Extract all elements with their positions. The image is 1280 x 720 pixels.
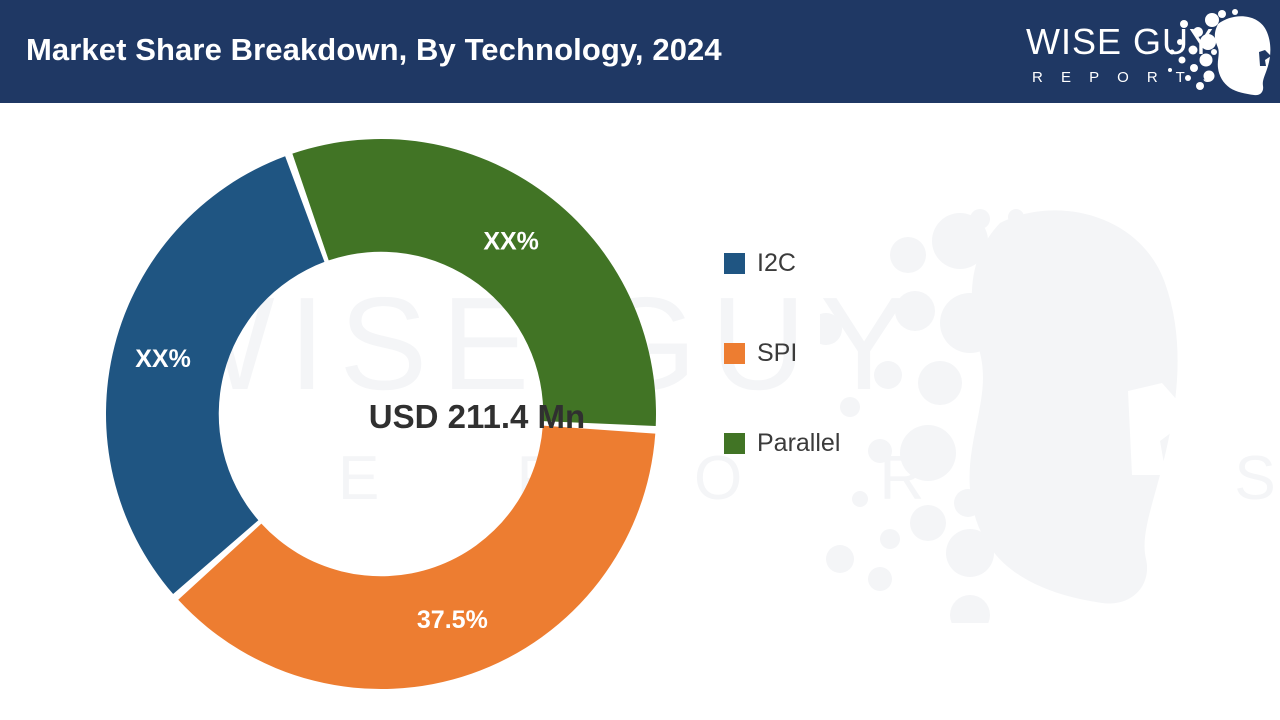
donut-slice-parallel[interactable] [292, 139, 656, 426]
donut-center-label: USD 211.4 Mn [368, 398, 586, 435]
donut-label-group: XX% 37.5% XX% [135, 227, 539, 634]
donut-data-label-spi: 37.5% [417, 606, 488, 634]
page-title: Market Share Breakdown, By Technology, 2… [26, 32, 722, 67]
svg-text:R E P O R T S: R E P O R T S [1032, 69, 1220, 86]
legend-item-spi[interactable]: SPI [724, 340, 944, 430]
legend-label-parallel: Parallel [757, 429, 841, 457]
donut-slice-group [106, 139, 656, 689]
page-header: Market Share Breakdown, By Technology, 2… [0, 0, 1280, 103]
legend-label-spi: SPI [757, 339, 798, 367]
donut-slice-spi[interactable] [178, 425, 656, 689]
chart-legend: I2C SPI Parallel [724, 250, 944, 520]
legend-label-i2c: I2C [757, 249, 796, 277]
donut-chart: XX% 37.5% XX% USD 211.4 Mn [96, 116, 676, 696]
legend-swatch-spi [724, 343, 745, 364]
legend-swatch-parallel [724, 433, 745, 454]
legend-swatch-i2c [724, 253, 745, 274]
chart-canvas: WISE GUY R E P O R T S XX% 37.5% XX% USD 2… [0, 103, 1280, 720]
donut-slice-i2c[interactable] [106, 156, 325, 595]
legend-item-parallel[interactable]: Parallel [724, 430, 944, 520]
brand-logo: WISE GUY R E P O R T S [1022, 6, 1272, 98]
donut-data-label-i2c: XX% [135, 345, 191, 373]
donut-data-label-parallel: XX% [483, 227, 539, 255]
legend-item-i2c[interactable]: I2C [724, 250, 944, 340]
